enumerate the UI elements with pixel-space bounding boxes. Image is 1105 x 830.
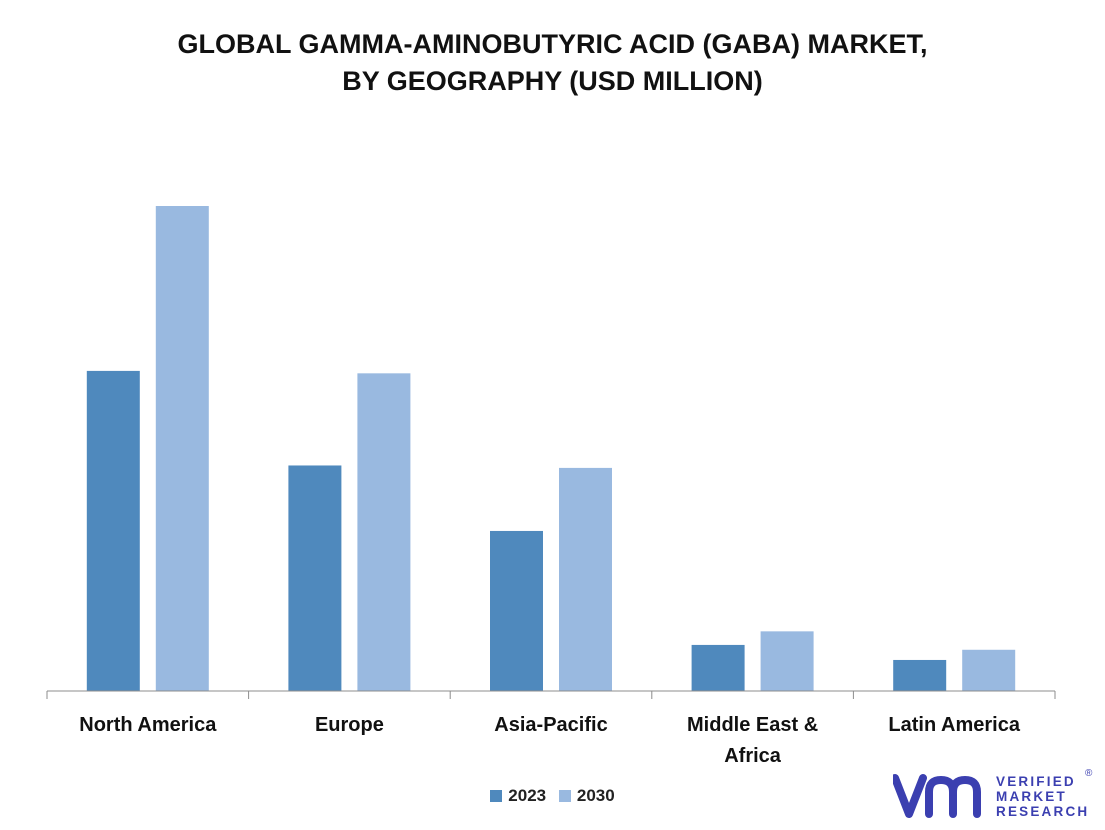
logo-line-market: MARKET	[996, 789, 1067, 804]
category-label-1: Europe	[315, 714, 384, 736]
bar-2030-4	[962, 649, 1016, 691]
legend: 2023 2030	[0, 786, 1105, 807]
category-label-line: Latin America	[888, 714, 1020, 736]
bar-2030-2	[559, 467, 612, 691]
category-label-line: Asia-Pacific	[494, 714, 607, 736]
legend-item-2030: 2030	[558, 786, 615, 806]
legend-swatch-2030	[558, 790, 571, 802]
logo-wordmark: VERIFIED MARKET RESEARCH	[996, 774, 1089, 819]
legend-label-2030: 2030	[576, 786, 615, 805]
category-label-0: North America	[79, 714, 217, 736]
bar-2023-3	[691, 644, 745, 691]
legend-label-2023: 2023	[508, 786, 547, 805]
category-label-line: Middle East &	[687, 714, 818, 736]
chart-title-line-1: GLOBAL GAMMA-AMINOBUTYRIC ACID (GABA) MA…	[177, 29, 928, 59]
bar-2023-4	[893, 659, 947, 691]
category-label-3: Middle East & Africa	[687, 714, 818, 767]
category-label-line: Africa	[724, 745, 782, 767]
bar-2030-1	[357, 373, 411, 691]
chart-title: GLOBAL GAMMA-AMINOBUTYRIC ACID (GABA) MA…	[0, 26, 1105, 100]
category-label-line: Europe	[315, 714, 384, 736]
registered-mark: ®	[1085, 768, 1093, 779]
logo-line-verified: VERIFIED	[996, 774, 1076, 789]
bar-2023-0	[86, 370, 140, 691]
legend-swatch-2023	[490, 790, 503, 802]
logo-line-research: RESEARCH	[996, 804, 1090, 819]
bar-2030-3	[760, 631, 814, 691]
brand-logo: VERIFIED MARKET RESEARCH ®	[891, 768, 1098, 822]
chart-title-line-2: BY GEOGRAPHY (USD MILLION)	[342, 66, 763, 96]
vmr-logo-icon	[891, 774, 981, 818]
category-label-line: North America	[79, 714, 217, 736]
bar-2030-0	[155, 206, 209, 691]
category-label-2: Asia-Pacific	[494, 714, 607, 736]
legend-item-2023: 2023	[490, 786, 546, 806]
bar-2023-1	[288, 465, 342, 691]
category-label-4: Latin America	[888, 714, 1020, 736]
bar-2023-2	[490, 530, 543, 691]
